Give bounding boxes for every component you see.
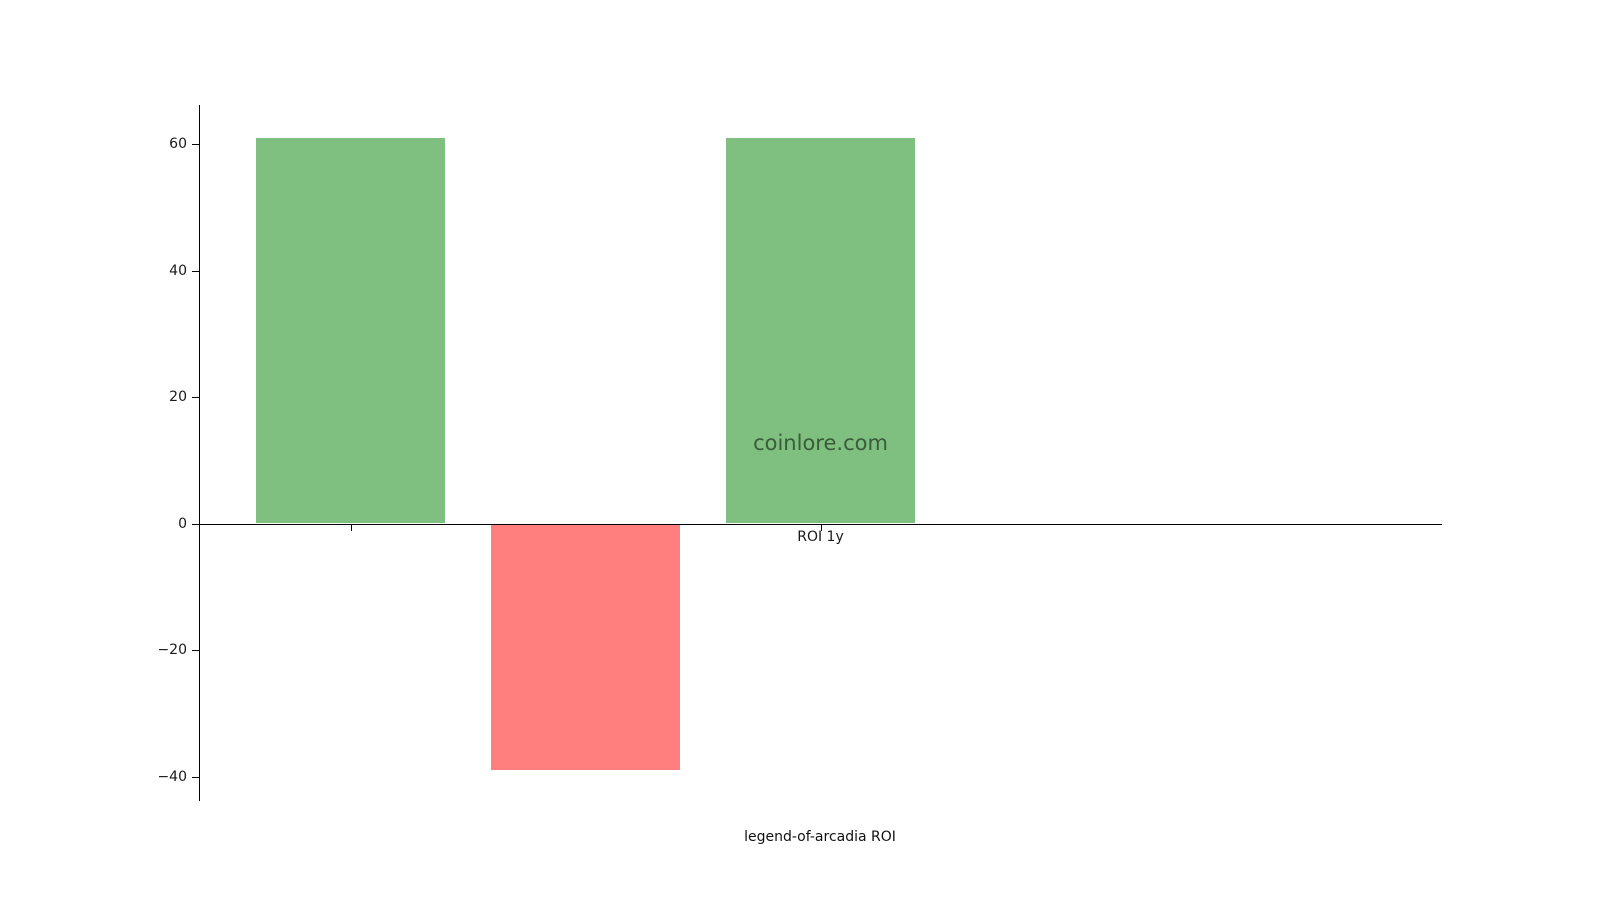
x-axis-spine — [199, 524, 1442, 525]
y-tick-label: 0 — [178, 515, 187, 532]
x-tick — [821, 524, 822, 531]
y-tick — [192, 144, 199, 145]
y-tick-label: 40 — [169, 262, 187, 279]
y-tick-label: 20 — [169, 389, 187, 405]
y-tick — [192, 650, 199, 651]
y-tick-label: 60 — [169, 136, 187, 152]
bar — [256, 137, 445, 524]
y-tick — [192, 777, 199, 778]
y-tick — [192, 271, 199, 272]
y-tick — [192, 524, 199, 525]
y-tick-label: −40 — [157, 768, 187, 785]
chart-title: legend-of-arcadia ROI — [744, 829, 896, 845]
bar — [726, 137, 915, 524]
x-tick-label: ROI 1y — [797, 528, 844, 545]
x-tick — [351, 524, 352, 531]
y-axis-spine — [199, 105, 200, 801]
bar — [491, 523, 680, 771]
watermark-text: coinlore.com — [753, 431, 888, 455]
y-tick-label: −20 — [157, 642, 187, 658]
y-tick — [192, 397, 199, 398]
